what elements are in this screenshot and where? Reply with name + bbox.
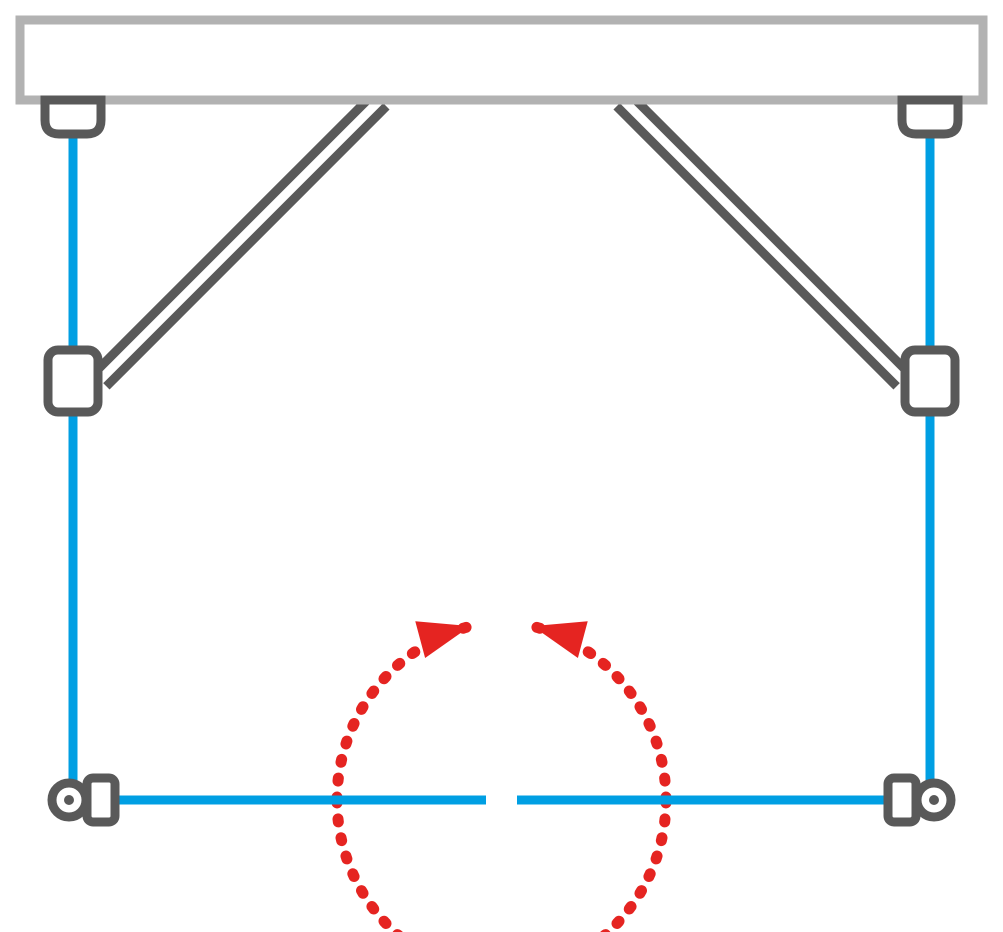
support-bar-left <box>94 94 374 374</box>
support-bars <box>94 94 910 387</box>
bottom-hinge-right-pin <box>929 795 939 805</box>
bottom-hinge-left-pin <box>64 795 74 805</box>
swing-arcs <box>337 608 666 932</box>
support-bar-right <box>629 94 909 374</box>
diagram-container <box>0 0 1003 932</box>
glass-panels <box>73 134 930 800</box>
top-hinge-right <box>902 100 958 134</box>
swing-arc-right-up <box>337 626 470 800</box>
top-hinge-left <box>45 100 101 134</box>
swing-arc-right-down <box>337 800 470 932</box>
support-bar-left <box>106 106 386 386</box>
swing-arc-left-down <box>533 800 666 932</box>
diagram-svg <box>0 0 1003 932</box>
mid-hinge-left <box>48 350 98 412</box>
bottom-hinge-left-block <box>87 778 115 822</box>
wall <box>20 20 983 100</box>
swing-arc-left-up <box>533 626 666 800</box>
bottom-hinge-right-block <box>888 778 916 822</box>
mid-hinge-right <box>905 350 955 412</box>
support-bar-right <box>617 106 897 386</box>
